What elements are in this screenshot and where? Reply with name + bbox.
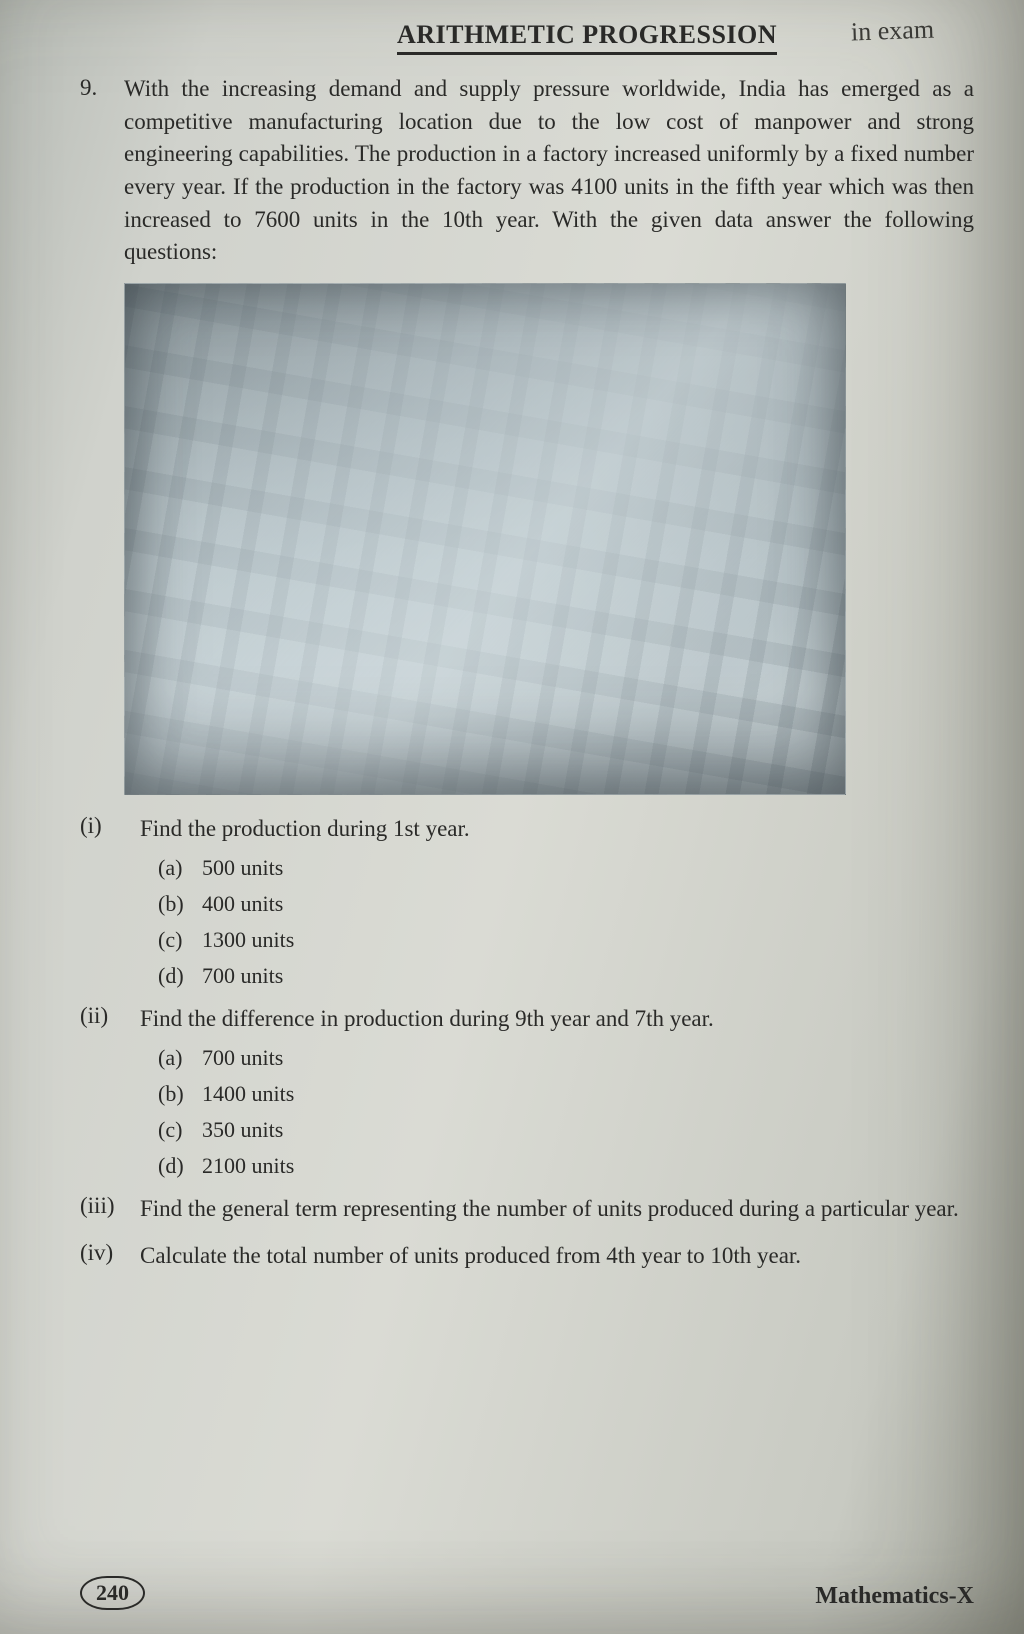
- option-label: (c): [158, 927, 202, 953]
- subquestion-num: (i): [80, 813, 140, 839]
- option: (d)2100 units: [158, 1153, 974, 1179]
- option-label: (b): [158, 1081, 202, 1107]
- factory-image: [124, 283, 846, 795]
- subquestion-text: Find the general term representing the n…: [140, 1193, 974, 1225]
- option-text: 2100 units: [202, 1153, 294, 1179]
- option-text: 700 units: [202, 963, 283, 989]
- book-label: Mathematics-X: [815, 1583, 974, 1610]
- question-text: With the increasing demand and supply pr…: [124, 73, 974, 269]
- option-text: 1300 units: [202, 927, 294, 953]
- options-list: (a)700 units (b)1400 units (c)350 units …: [158, 1045, 974, 1179]
- option: (a)700 units: [158, 1045, 974, 1071]
- option-text: 500 units: [202, 855, 283, 881]
- option: (b)400 units: [158, 891, 974, 917]
- page: ARITHMETIC PROGRESSION in exam 9. With t…: [0, 0, 1024, 1634]
- handwritten-note: in exam: [850, 15, 934, 48]
- question-block: 9. With the increasing demand and supply…: [80, 73, 974, 269]
- subquestion-text: Find the difference in production during…: [140, 1003, 974, 1035]
- footer: 240 Mathematics-X: [80, 1576, 974, 1610]
- option-text: 700 units: [202, 1045, 283, 1071]
- chapter-title: ARITHMETIC PROGRESSION: [397, 20, 777, 55]
- subquestion-num: (ii): [80, 1003, 140, 1029]
- option-label: (a): [158, 1045, 202, 1071]
- subquestion-num: (iv): [80, 1240, 140, 1266]
- option-label: (c): [158, 1117, 202, 1143]
- option-label: (b): [158, 891, 202, 917]
- option-text: 400 units: [202, 891, 283, 917]
- subquestion: (iii) Find the general term representing…: [80, 1193, 974, 1225]
- subquestion-num: (iii): [80, 1193, 140, 1219]
- subquestion-text: Calculate the total number of units prod…: [140, 1240, 974, 1272]
- option-text: 350 units: [202, 1117, 283, 1143]
- option-text: 1400 units: [202, 1081, 294, 1107]
- subquestion: (ii) Find the difference in production d…: [80, 1003, 974, 1035]
- option: (d)700 units: [158, 963, 974, 989]
- question-number: 9.: [80, 73, 124, 101]
- option: (b)1400 units: [158, 1081, 974, 1107]
- option: (c)350 units: [158, 1117, 974, 1143]
- option-label: (a): [158, 855, 202, 881]
- subquestion: (iv) Calculate the total number of units…: [80, 1240, 974, 1272]
- option-label: (d): [158, 963, 202, 989]
- subquestion-text: Find the production during 1st year.: [140, 813, 974, 845]
- options-list: (a)500 units (b)400 units (c)1300 units …: [158, 855, 974, 989]
- option: (a)500 units: [158, 855, 974, 881]
- subquestion: (i) Find the production during 1st year.: [80, 813, 974, 845]
- title-row: ARITHMETIC PROGRESSION in exam: [80, 20, 974, 55]
- page-number: 240: [80, 1576, 145, 1610]
- option: (c)1300 units: [158, 927, 974, 953]
- option-label: (d): [158, 1153, 202, 1179]
